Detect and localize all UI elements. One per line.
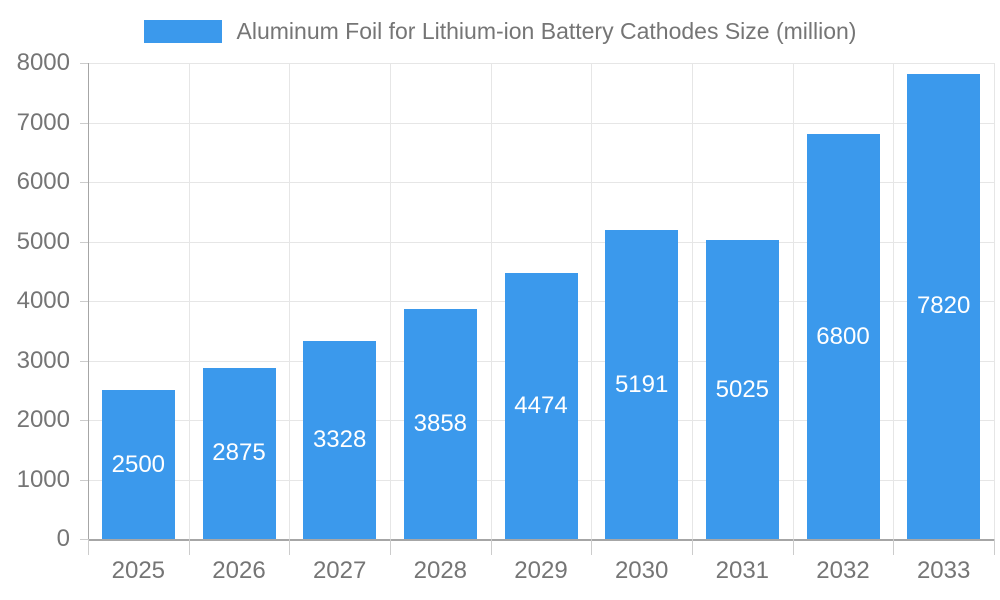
y-tick-mark xyxy=(80,539,88,540)
bar-2033[interactable] xyxy=(907,73,981,539)
y-gridline xyxy=(88,241,994,243)
bar-2026[interactable] xyxy=(202,367,276,539)
y-axis-line xyxy=(88,63,89,555)
y-tick-mark xyxy=(80,301,88,302)
y-axis-label: 1000 xyxy=(16,465,70,493)
bar-2028[interactable] xyxy=(403,309,477,539)
plot-area: 2500 2875 3328 3858 4474 5191 5025 6800 7820 xyxy=(88,63,995,539)
x-axis-label: 2031 xyxy=(715,557,770,584)
legend[interactable]: Aluminum Foil for Lithium-ion Battery Ca… xyxy=(0,14,1000,48)
bar-value-label: 6800 xyxy=(816,322,870,350)
bar-2031[interactable] xyxy=(705,240,779,539)
bar-value-label: 2500 xyxy=(111,450,166,478)
x-gridline xyxy=(591,63,593,539)
y-axis-label: 0 xyxy=(56,525,70,552)
x-axis-line xyxy=(88,539,994,541)
y-gridline xyxy=(88,63,994,64)
bar-2030[interactable] xyxy=(605,230,679,539)
x-axis-label: 2029 xyxy=(514,557,568,584)
x-gridline xyxy=(390,63,391,539)
x-tick-mark xyxy=(591,539,593,555)
x-tick-mark xyxy=(390,539,391,555)
x-tick-mark xyxy=(994,539,995,555)
bar-value-label: 3328 xyxy=(312,425,367,453)
x-axis-label: 2026 xyxy=(212,557,266,584)
x-gridline xyxy=(692,63,693,539)
bar-2029[interactable] xyxy=(504,272,578,539)
x-axis-label: 2025 xyxy=(111,557,166,584)
x-tick-mark xyxy=(893,539,895,555)
x-axis-label: 2032 xyxy=(816,557,870,584)
x-gridline xyxy=(289,63,291,539)
x-gridline xyxy=(893,63,895,539)
x-axis-label: 2027 xyxy=(312,557,367,584)
y-gridline xyxy=(88,122,994,124)
x-tick-mark xyxy=(289,539,291,555)
x-axis-label: 2033 xyxy=(916,557,971,584)
legend-swatch xyxy=(143,19,222,43)
legend-label: Aluminum Foil for Lithium-ion Battery Ca… xyxy=(236,17,857,44)
x-axis-label: 2030 xyxy=(614,557,669,584)
x-tick-mark xyxy=(490,539,492,555)
y-tick-mark xyxy=(80,122,88,124)
y-tick-mark xyxy=(80,420,88,421)
y-axis-label: 5000 xyxy=(16,227,70,255)
y-tick-mark xyxy=(80,182,88,183)
x-gridline xyxy=(188,63,190,539)
bar-value-label: 5191 xyxy=(614,370,669,398)
x-tick-mark xyxy=(88,539,89,555)
bar-2027[interactable] xyxy=(303,340,377,539)
y-axis-label: 2000 xyxy=(16,406,70,433)
y-tick-mark xyxy=(80,360,88,362)
y-axis-label: 3000 xyxy=(16,346,70,374)
x-gridline xyxy=(994,63,995,539)
y-tick-mark xyxy=(80,63,88,64)
bar-value-label: 7820 xyxy=(916,292,971,320)
bar-2032[interactable] xyxy=(806,134,880,539)
x-tick-mark xyxy=(188,539,190,555)
y-axis-label: 4000 xyxy=(16,287,70,314)
bar-value-label: 2875 xyxy=(212,439,266,467)
bar-value-label: 3858 xyxy=(413,410,468,438)
bar-value-label: 5025 xyxy=(715,375,770,403)
x-gridline xyxy=(792,63,794,539)
bar-value-label: 4474 xyxy=(514,391,568,419)
y-gridline xyxy=(88,182,994,183)
y-axis-label: 8000 xyxy=(16,49,70,76)
x-axis-label: 2028 xyxy=(413,557,468,584)
y-axis-label: 7000 xyxy=(16,108,70,136)
x-gridline xyxy=(490,63,492,539)
bar-2025[interactable] xyxy=(101,390,175,539)
y-axis-label: 6000 xyxy=(16,168,70,195)
x-tick-mark xyxy=(792,539,794,555)
y-tick-mark xyxy=(80,241,88,243)
y-tick-mark xyxy=(80,479,88,481)
x-tick-mark xyxy=(692,539,693,555)
